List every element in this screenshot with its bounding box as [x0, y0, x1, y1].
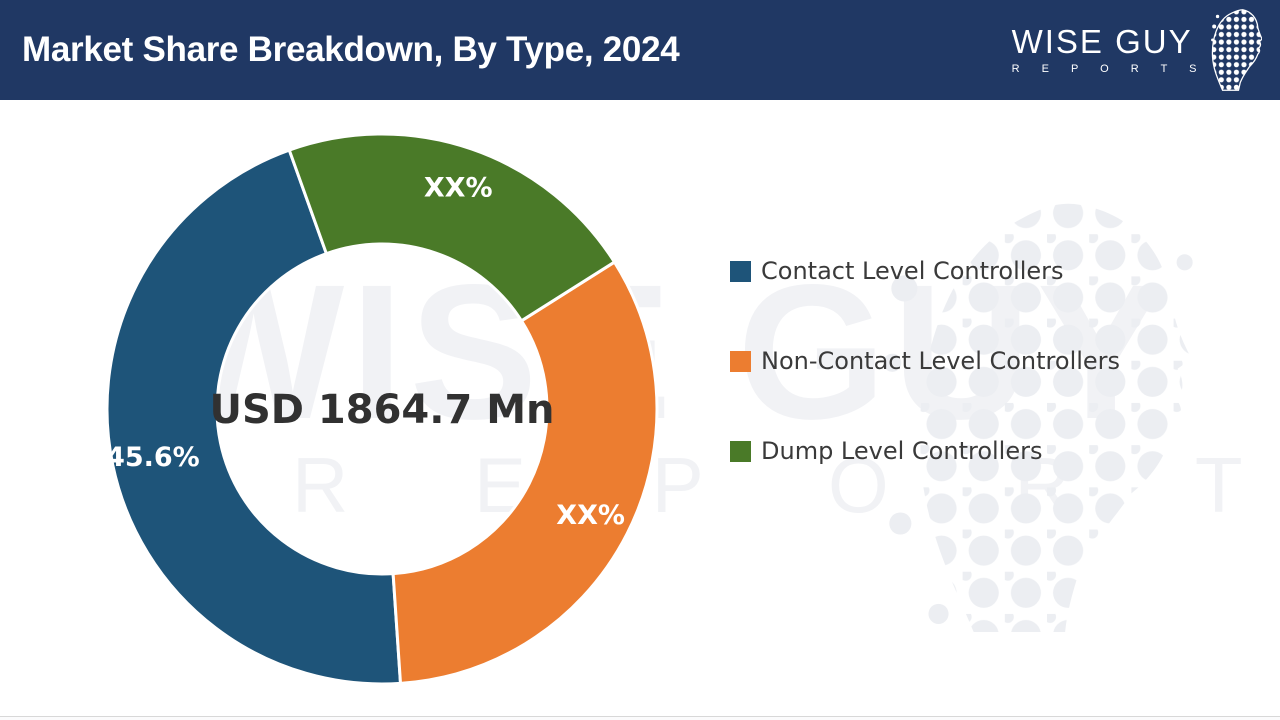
wedge-label-non-contact-level-controllers: XX%	[556, 500, 625, 531]
legend-label-non-contact: Non-Contact Level Controllers	[761, 347, 1121, 375]
wedge-dump-level-controllers	[287, 132, 616, 323]
bottom-divider	[0, 716, 1280, 717]
brand-face-icon	[1211, 9, 1262, 91]
wedge-label-contact-level-controllers: 45.6%	[106, 442, 200, 473]
legend-label-dump: Dump Level Controllers	[761, 437, 1043, 465]
page-title: Market Share Breakdown, By Type, 2024	[22, 30, 680, 69]
legend-item-dump: Dump Level Controllers	[730, 437, 1120, 465]
wedge-label-dump-level-controllers: XX%	[424, 173, 493, 204]
legend-item-non-contact: Non-Contact Level Controllers	[730, 347, 1120, 375]
header-bar: Market Share Breakdown, By Type, 2024 WI…	[0, 0, 1280, 100]
bottom-edge	[0, 717, 1280, 720]
donut-wedge-labels: 45.6% XX% XX%	[106, 173, 625, 531]
wedge-non-contact-level-controllers	[391, 260, 659, 685]
brand-logo-text: WISE GUY R E P O R T S	[1012, 25, 1206, 75]
legend-swatch-contact	[730, 260, 751, 282]
legend-swatch-non-contact	[730, 350, 751, 372]
brand-wordmark: WISE GUY	[1011, 23, 1193, 60]
chart-legend: Contact Level Controllers Non-Contact Le…	[730, 257, 1120, 527]
legend-label-contact: Contact Level Controllers	[761, 257, 1064, 285]
watermark-face-icon	[883, 203, 1193, 632]
legend-item-contact: Contact Level Controllers	[730, 257, 1120, 285]
brand-logo: WISE GUY R E P O R T S	[1012, 7, 1262, 93]
wedge-contact-level-controllers	[105, 148, 403, 686]
legend-swatch-dump	[730, 440, 751, 462]
donut-wedges	[105, 132, 659, 686]
donut-center-value: USD 1864.7 Mn	[210, 387, 555, 433]
brand-reports-text: R E P O R T S	[1011, 63, 1206, 75]
